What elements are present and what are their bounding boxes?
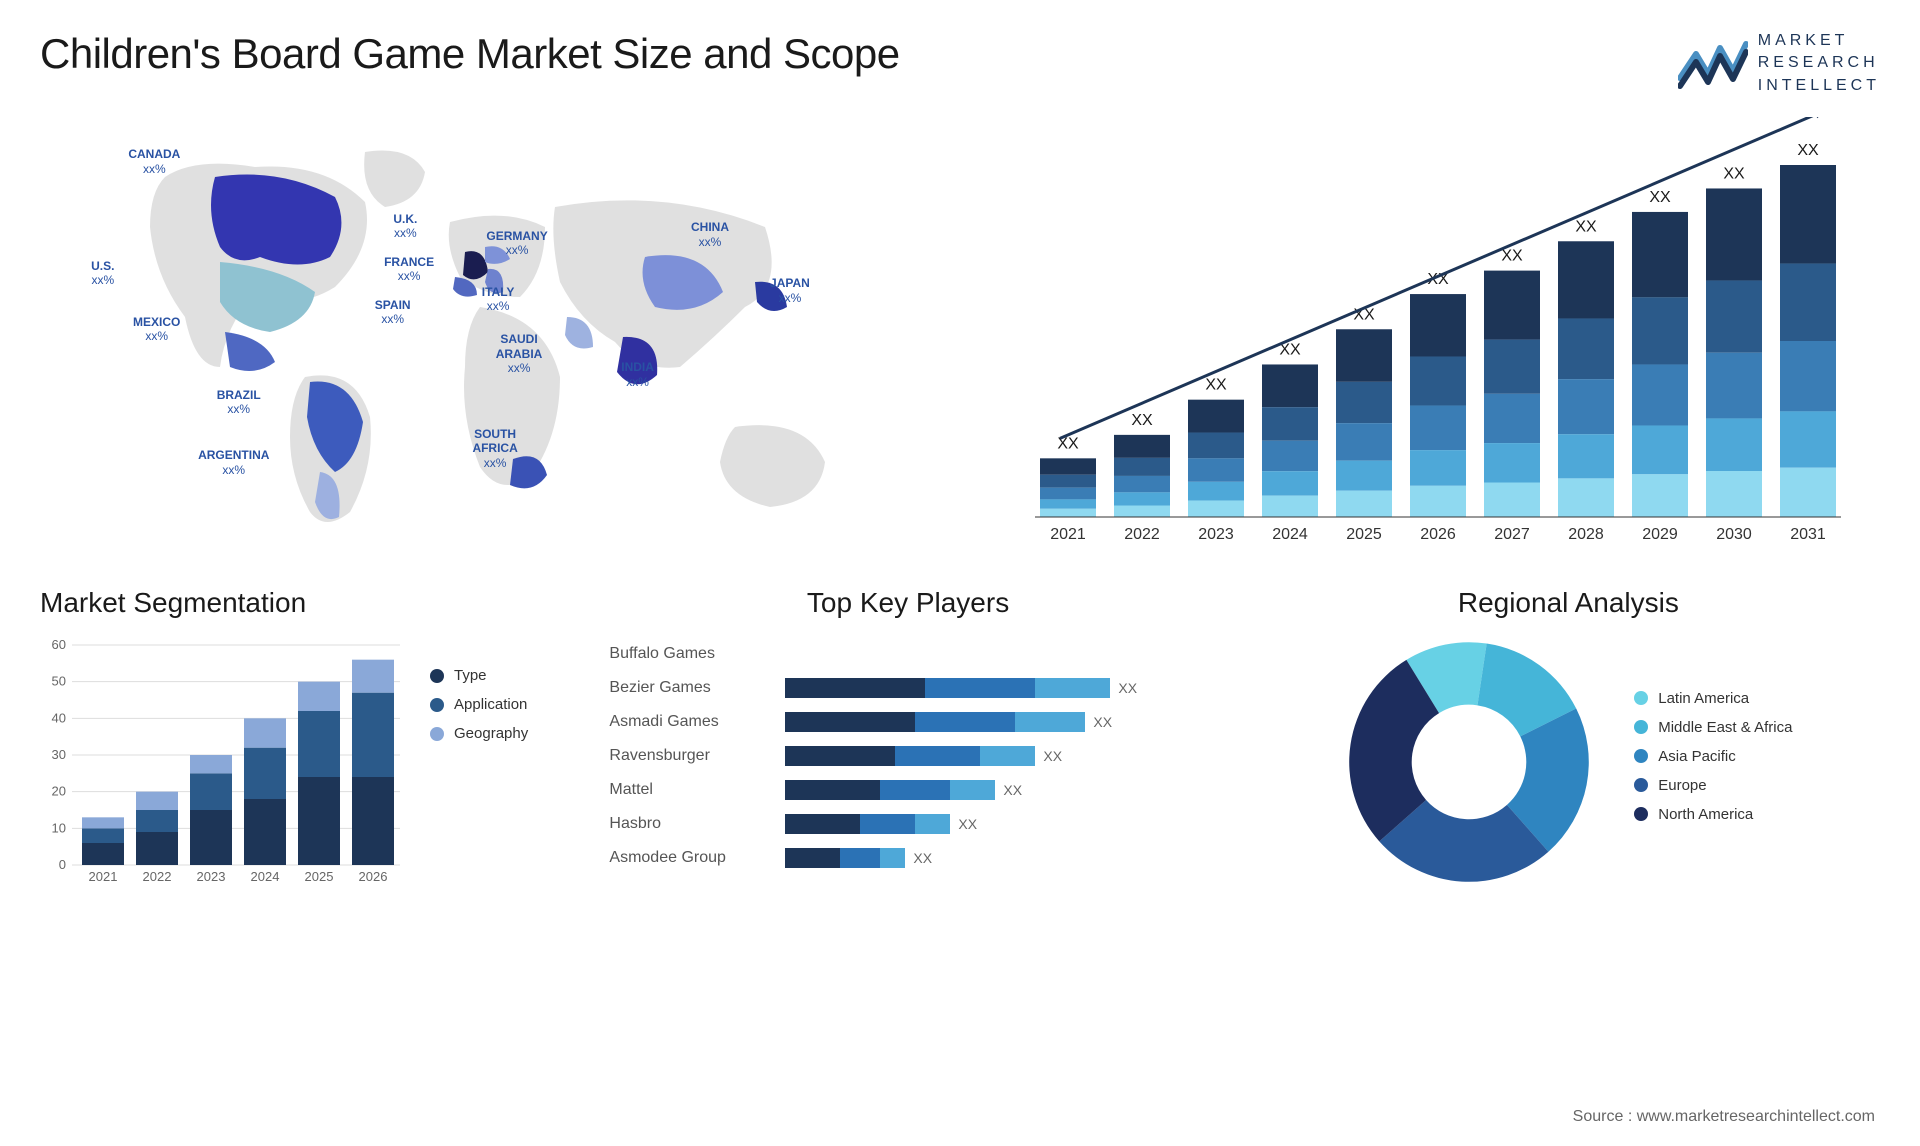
svg-text:XX: XX	[1723, 166, 1745, 183]
svg-text:10: 10	[52, 821, 66, 836]
legend-item: Latin America	[1634, 690, 1792, 707]
svg-text:2026: 2026	[359, 869, 388, 884]
legend-item: Middle East & Africa	[1634, 719, 1792, 736]
regional-title: Regional Analysis	[1257, 587, 1880, 619]
country-label: SOUTHAFRICAxx%	[472, 427, 517, 470]
country-label: CANADAxx%	[128, 147, 180, 176]
country-label: U.S.xx%	[91, 259, 114, 288]
svg-text:2028: 2028	[1568, 526, 1604, 543]
country-label: SPAINxx%	[375, 298, 411, 327]
svg-text:40: 40	[52, 711, 66, 726]
svg-text:2025: 2025	[1346, 526, 1382, 543]
svg-text:XX: XX	[1575, 218, 1597, 235]
country-label: BRAZILxx%	[217, 388, 261, 417]
svg-text:0: 0	[59, 857, 66, 872]
country-label: CHINAxx%	[691, 220, 729, 249]
player-value: XX	[1003, 782, 1022, 798]
legend-item: Geography	[430, 725, 528, 742]
player-value: XX	[1118, 680, 1137, 696]
player-row: Bezier Games XX	[609, 671, 1206, 705]
svg-text:2024: 2024	[1272, 526, 1308, 543]
players-panel: Top Key Players Buffalo Games Bezier Game…	[609, 587, 1206, 897]
regional-panel: Regional Analysis Latin America Middle Ea…	[1257, 587, 1880, 897]
svg-text:2022: 2022	[1124, 526, 1160, 543]
country-label: JAPANxx%	[770, 276, 810, 305]
svg-text:XX: XX	[1797, 142, 1819, 159]
country-label: MEXICOxx%	[133, 315, 180, 344]
svg-text:2021: 2021	[89, 869, 118, 884]
legend-item: North America	[1634, 806, 1792, 823]
player-value: XX	[913, 850, 932, 866]
svg-text:2031: 2031	[1790, 526, 1826, 543]
player-name: Buffalo Games	[609, 645, 779, 663]
logo-line-3: INTELLECT	[1758, 75, 1880, 97]
country-label: ARGENTINAxx%	[198, 448, 269, 477]
country-label: ITALYxx%	[482, 285, 515, 314]
svg-text:2029: 2029	[1642, 526, 1678, 543]
player-name: Asmodee Group	[609, 849, 779, 867]
player-row: Mattel XX	[609, 773, 1206, 807]
country-label: INDIAxx%	[621, 360, 654, 389]
svg-text:2021: 2021	[1050, 526, 1086, 543]
svg-text:XX: XX	[1205, 377, 1227, 394]
player-row: Hasbro XX	[609, 807, 1206, 841]
svg-text:50: 50	[52, 674, 66, 689]
segmentation-legend: Type Application Geography	[430, 637, 528, 887]
player-name: Mattel	[609, 781, 779, 799]
country-label: U.K.xx%	[393, 212, 417, 241]
segmentation-title: Market Segmentation	[40, 587, 559, 619]
legend-item: Europe	[1634, 777, 1792, 794]
logo-line-2: RESEARCH	[1758, 52, 1880, 74]
player-value: XX	[1093, 714, 1112, 730]
svg-text:60: 60	[52, 637, 66, 652]
svg-text:2024: 2024	[251, 869, 280, 884]
legend-item: Asia Pacific	[1634, 748, 1792, 765]
player-value: XX	[958, 816, 977, 832]
player-name: Asmadi Games	[609, 713, 779, 731]
svg-text:2022: 2022	[143, 869, 172, 884]
country-label: GERMANYxx%	[486, 229, 547, 258]
regional-legend: Latin America Middle East & Africa Asia Pa…	[1634, 690, 1792, 835]
main-bar-chart: XX 2021 XX 2022 XX 2023 XX 2024 XX 2025 XX 2026 XX 20…	[1010, 117, 1880, 547]
players-title: Top Key Players	[609, 587, 1206, 619]
world-map-section: CANADAxx% U.S.xx% MEXICOxx% BRAZILxx% ARGENT…	[40, 117, 970, 547]
players-chart: Buffalo Games Bezier Games XX Asmadi Games X…	[609, 637, 1206, 897]
legend-item: Type	[430, 667, 528, 684]
logo-line-1: MARKET	[1758, 30, 1880, 52]
svg-text:XX: XX	[1131, 412, 1153, 429]
player-value: XX	[1043, 748, 1062, 764]
player-row: Buffalo Games	[609, 637, 1206, 671]
brand-logo: MARKET RESEARCH INTELLECT	[1678, 30, 1880, 97]
svg-text:2026: 2026	[1420, 526, 1456, 543]
svg-text:XX: XX	[1649, 189, 1671, 206]
player-name: Hasbro	[609, 815, 779, 833]
svg-text:2023: 2023	[197, 869, 226, 884]
svg-text:XX: XX	[1501, 248, 1523, 265]
svg-text:20: 20	[52, 784, 66, 799]
page-title: Children's Board Game Market Size and Sc…	[40, 30, 900, 78]
player-row: Ravensburger XX	[609, 739, 1206, 773]
legend-item: Application	[430, 696, 528, 713]
svg-text:2025: 2025	[305, 869, 334, 884]
player-name: Ravensburger	[609, 747, 779, 765]
svg-text:30: 30	[52, 747, 66, 762]
player-row: Asmodee Group XX	[609, 841, 1206, 875]
player-name: Bezier Games	[609, 679, 779, 697]
segmentation-panel: Market Segmentation 0 10 20 30 40 50 60 2021 202…	[40, 587, 559, 897]
regional-donut	[1344, 637, 1594, 887]
svg-text:2030: 2030	[1716, 526, 1752, 543]
player-row: Asmadi Games XX	[609, 705, 1206, 739]
segmentation-chart: 0 10 20 30 40 50 60 2021 2022 2023 2024 2025 2026	[40, 637, 400, 887]
country-label: SAUDIARABIAxx%	[496, 332, 543, 375]
svg-text:2027: 2027	[1494, 526, 1530, 543]
source-text: Source : www.marketresearchintellect.com	[1573, 1108, 1875, 1126]
country-label: FRANCExx%	[384, 255, 434, 284]
svg-text:2023: 2023	[1198, 526, 1234, 543]
